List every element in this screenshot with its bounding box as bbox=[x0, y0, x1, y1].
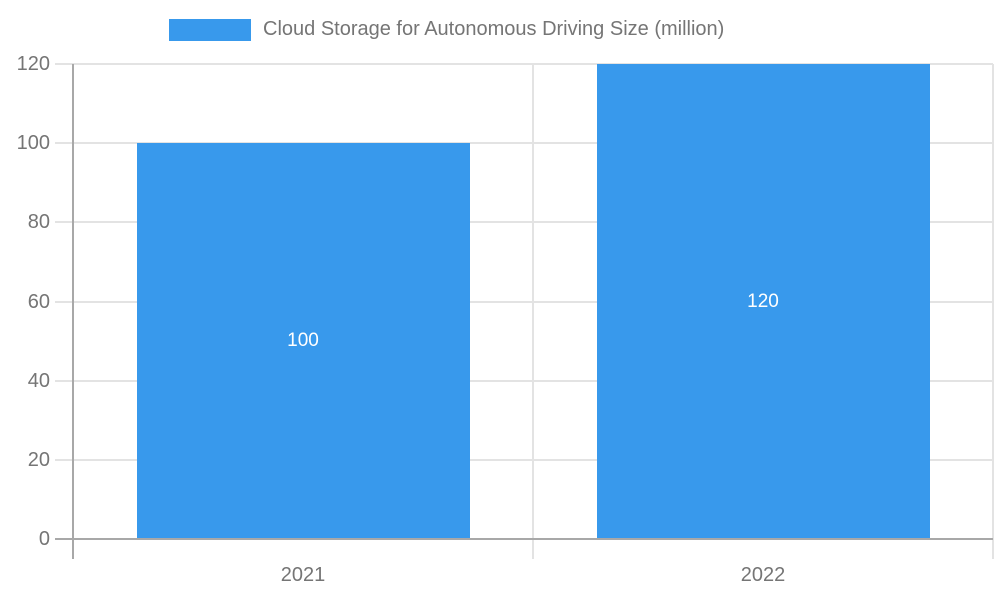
y-axis-tick-label: 40 bbox=[27, 369, 50, 392]
chart-legend[interactable]: Cloud Storage for Autonomous Driving Siz… bbox=[169, 18, 724, 41]
y-gridline bbox=[55, 63, 993, 65]
x-axis-tick-label: 2021 bbox=[280, 564, 326, 586]
y-axis-tick-label: 60 bbox=[27, 290, 50, 313]
y-gridline bbox=[55, 300, 993, 303]
y-gridline bbox=[55, 142, 993, 145]
bar-value-label: 120 bbox=[747, 290, 779, 312]
x-axis-line bbox=[55, 538, 993, 540]
bar-2022[interactable] bbox=[596, 64, 930, 539]
legend-swatch bbox=[169, 18, 251, 41]
legend-label: Cloud Storage for Autonomous Driving Siz… bbox=[263, 18, 725, 40]
category-boundary-gridline bbox=[532, 64, 534, 559]
y-axis-tick-label: 100 bbox=[16, 132, 50, 155]
y-gridline bbox=[55, 379, 993, 382]
y-axis-tick-label: 0 bbox=[38, 528, 50, 550]
category-boundary-gridline bbox=[992, 64, 994, 559]
y-axis-line bbox=[72, 64, 74, 559]
y-axis-tick-label: 20 bbox=[27, 448, 50, 471]
y-gridline bbox=[55, 221, 993, 224]
bar-2021[interactable] bbox=[136, 143, 470, 539]
bar-value-label: 100 bbox=[287, 330, 319, 352]
x-axis-tick-label: 2022 bbox=[740, 564, 786, 586]
y-gridline bbox=[55, 458, 993, 461]
y-axis-tick-label: 80 bbox=[27, 211, 50, 234]
y-axis-tick-label: 120 bbox=[16, 53, 50, 75]
